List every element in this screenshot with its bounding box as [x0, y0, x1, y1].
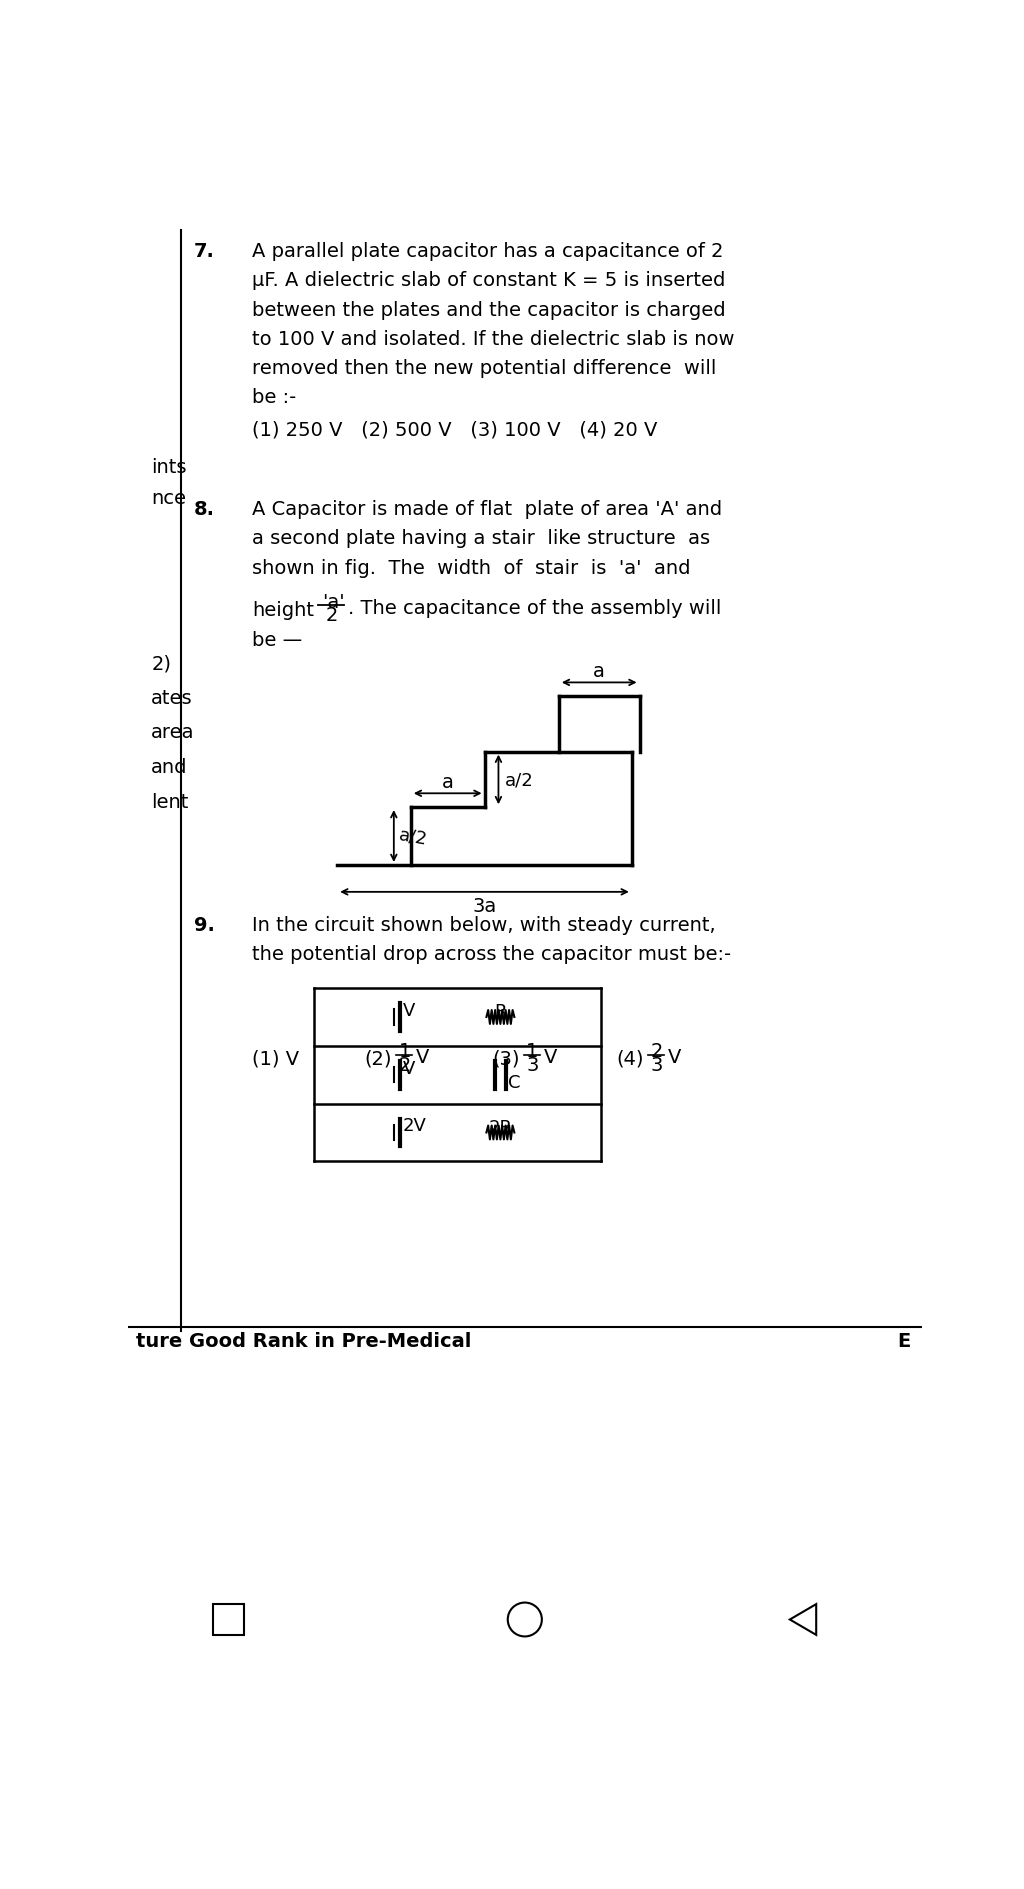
Text: 2: 2: [326, 606, 338, 625]
Text: V: V: [544, 1048, 557, 1067]
Text: 9.: 9.: [194, 916, 215, 935]
Text: V: V: [402, 1001, 415, 1020]
Text: be —: be —: [252, 631, 302, 650]
Text: a: a: [593, 661, 605, 680]
Text: area: area: [152, 723, 195, 742]
Text: be :-: be :-: [252, 389, 296, 408]
Text: 2): 2): [152, 654, 171, 672]
Text: removed then the new potential difference  will: removed then the new potential differenc…: [252, 359, 717, 378]
Text: a second plate having a stair  like structure  as: a second plate having a stair like struc…: [252, 529, 710, 548]
Text: 1: 1: [398, 1041, 411, 1060]
Text: V: V: [668, 1048, 681, 1067]
Text: ints: ints: [152, 457, 186, 476]
Text: 2: 2: [398, 1056, 411, 1075]
Text: R: R: [495, 1003, 507, 1020]
Text: the potential drop across the capacitor must be:-: the potential drop across the capacitor …: [252, 944, 731, 963]
Text: A Capacitor is made of flat  plate of area 'A' and: A Capacitor is made of flat plate of are…: [252, 501, 722, 519]
Text: lent: lent: [152, 791, 188, 810]
Text: (1) 250 V   (2) 500 V   (3) 100 V   (4) 20 V: (1) 250 V (2) 500 V (3) 100 V (4) 20 V: [252, 421, 657, 440]
Text: A parallel plate capacitor has a capacitance of 2: A parallel plate capacitor has a capacit…: [252, 242, 724, 261]
Text: E: E: [897, 1332, 910, 1351]
Text: In the circuit shown below, with steady current,: In the circuit shown below, with steady …: [252, 916, 716, 935]
Text: ates: ates: [152, 688, 193, 706]
Text: (3): (3): [493, 1050, 520, 1069]
Text: (2): (2): [365, 1050, 392, 1069]
Polygon shape: [790, 1604, 816, 1636]
Text: and: and: [152, 757, 187, 776]
Text: (4): (4): [616, 1050, 644, 1069]
Text: . The capacitance of the assembly will: . The capacitance of the assembly will: [348, 599, 722, 618]
FancyBboxPatch shape: [213, 1604, 245, 1636]
Text: μF. A dielectric slab of constant K = 5 is inserted: μF. A dielectric slab of constant K = 5 …: [252, 272, 725, 291]
Text: C: C: [508, 1073, 520, 1092]
Text: height: height: [252, 601, 314, 620]
Text: 7.: 7.: [194, 242, 215, 261]
Text: 3: 3: [650, 1056, 663, 1075]
Text: V: V: [402, 1060, 415, 1077]
Text: (1) V: (1) V: [252, 1050, 299, 1069]
Text: 2V: 2V: [402, 1116, 427, 1135]
Text: a/2: a/2: [397, 825, 429, 848]
Text: 'a': 'a': [322, 593, 344, 612]
Text: shown in fig.  The  width  of  stair  is  'a'  and: shown in fig. The width of stair is 'a' …: [252, 559, 690, 578]
Text: 3: 3: [526, 1056, 539, 1075]
Text: V: V: [416, 1048, 429, 1067]
Text: nce: nce: [152, 489, 186, 508]
Text: 1: 1: [526, 1041, 539, 1060]
Text: ture Good Rank in Pre-Medical: ture Good Rank in Pre-Medical: [136, 1332, 471, 1351]
Text: 2R: 2R: [488, 1118, 512, 1137]
Text: 8.: 8.: [194, 501, 215, 519]
Text: a: a: [441, 773, 454, 791]
Text: to 100 V and isolated. If the dielectric slab is now: to 100 V and isolated. If the dielectric…: [252, 331, 734, 349]
Text: 3a: 3a: [472, 895, 497, 914]
Text: a/2: a/2: [505, 771, 534, 790]
Text: between the plates and the capacitor is charged: between the plates and the capacitor is …: [252, 300, 726, 319]
Text: 2: 2: [650, 1041, 663, 1060]
